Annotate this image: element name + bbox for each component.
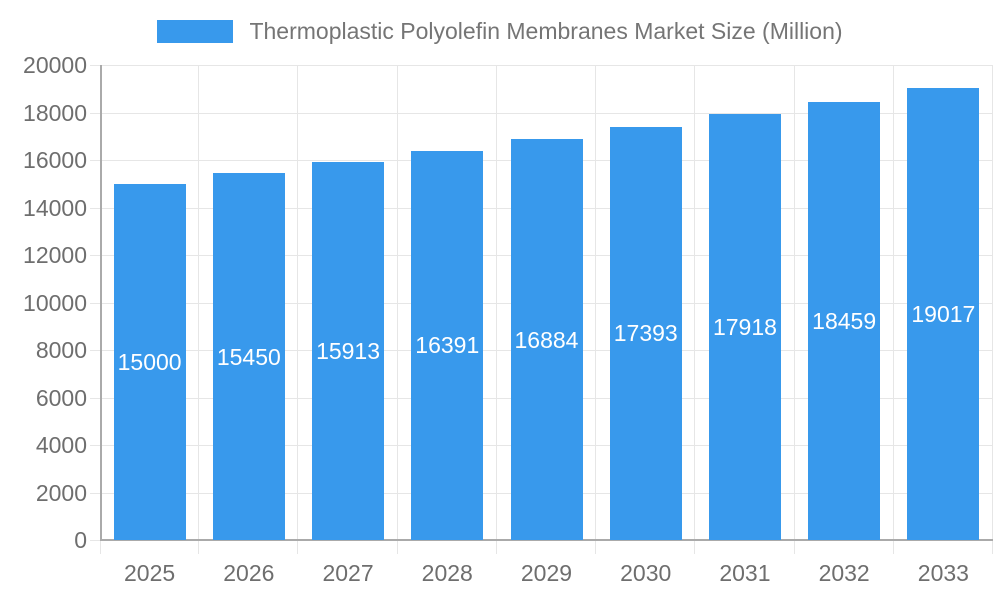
x-gridline	[198, 65, 200, 554]
y-axis-tick-label: 18000	[23, 99, 87, 126]
y-axis-tick-label: 8000	[35, 337, 87, 363]
plot-area: 0 2000 4000 6000 8000 10000 12000 14000 16000 180…	[23, 52, 993, 586]
bar-2032[interactable]	[808, 101, 881, 540]
y-axis-line	[100, 65, 102, 540]
bar-value-label: 16884	[514, 326, 579, 353]
x-gridline	[495, 65, 497, 554]
y-axis-tick-label: 12000	[23, 242, 87, 268]
bar-value-label: 15000	[117, 348, 182, 375]
legend-swatch	[157, 19, 234, 43]
x-gridline	[595, 65, 597, 554]
legend-item[interactable]: Thermoplastic Polyolefin Membranes Marke…	[0, 17, 1000, 45]
bar-2026[interactable]	[212, 173, 285, 540]
bar-2033[interactable]	[907, 88, 980, 540]
x-gridline	[793, 65, 795, 554]
y-axis-tick-label: 4000	[35, 432, 87, 458]
x-gridline	[892, 65, 894, 554]
x-axis-tick-label: 2028	[421, 560, 473, 586]
x-axis-tick-label: 2026	[223, 560, 275, 586]
x-axis-tick-label: 2033	[917, 560, 969, 586]
bar-2030[interactable]	[609, 126, 682, 540]
y-axis-tick-label: 16000	[23, 147, 87, 173]
x-tick	[100, 540, 101, 554]
bar-value-label: 17918	[712, 314, 777, 341]
bar-2027[interactable]	[312, 162, 385, 540]
y-gridline	[90, 65, 993, 66]
y-axis-tick-label: 10000	[23, 289, 87, 316]
bar-value-label: 15450	[216, 343, 281, 370]
y-gridline	[90, 112, 993, 114]
bar-value-label: 18459	[812, 307, 877, 334]
x-gridline	[694, 65, 696, 554]
bar-value-label: 19017	[911, 301, 976, 328]
y-axis-tick-label: 6000	[35, 384, 87, 411]
bar-value-label: 17393	[613, 320, 678, 347]
bar-2028[interactable]	[411, 150, 484, 540]
bar-2031[interactable]	[708, 114, 781, 540]
x-gridline	[297, 65, 299, 554]
y-axis-tick-label: 0	[74, 527, 87, 553]
x-axis-tick-label: 2031	[719, 560, 771, 586]
x-gridline	[992, 65, 993, 554]
x-gridline	[396, 65, 398, 554]
x-axis-line	[100, 539, 993, 541]
x-axis-tick-label: 2027	[322, 560, 374, 586]
y-axis-tick-label: 2000	[35, 479, 87, 506]
x-axis-tick-label: 2030	[620, 560, 672, 586]
bar-2025[interactable]	[113, 183, 186, 540]
bar-value-label: 15913	[316, 338, 381, 365]
x-axis-tick-label: 2025	[124, 560, 176, 586]
y-axis-tick-label: 14000	[23, 194, 87, 221]
x-axis-tick-label: 2032	[818, 560, 870, 586]
bar-2029[interactable]	[510, 139, 583, 540]
legend-label: Thermoplastic Polyolefin Membranes Marke…	[249, 18, 843, 44]
x-axis-tick-label: 2029	[520, 560, 573, 586]
y-axis-tick-label: 20000	[23, 52, 87, 78]
bar-value-label: 16391	[415, 332, 480, 359]
